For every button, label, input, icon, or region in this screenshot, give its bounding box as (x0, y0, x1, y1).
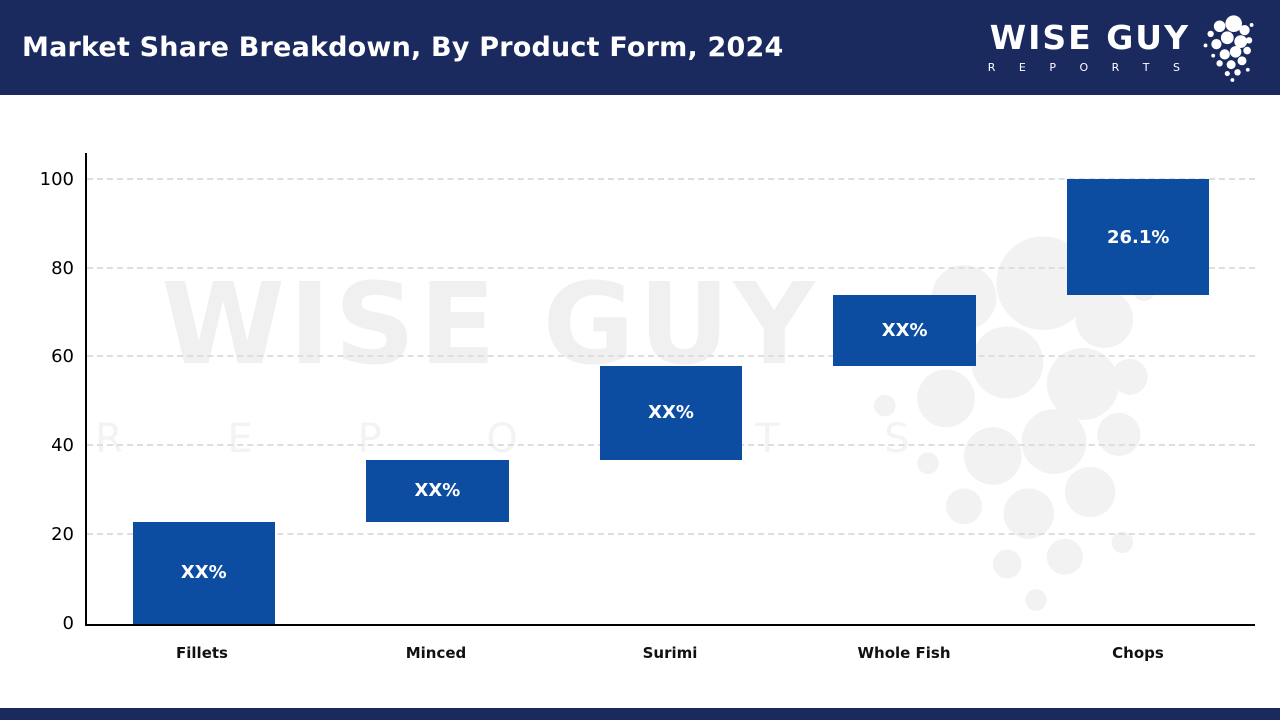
bar-value-label-surimi: XX% (648, 402, 694, 424)
logo-text: WISE GUY R E P O R T S (988, 21, 1190, 74)
gridline-60 (87, 355, 1255, 358)
logo-reports-text: R E P O R T S (987, 61, 1190, 74)
x-axis-label-fillets: Fillets (176, 644, 228, 662)
y-tick-label-40: 40 (51, 435, 74, 457)
x-axis: Fillets Minced Surimi Whole Fish Chops (85, 642, 1255, 672)
y-tick-label-0: 0 (62, 613, 74, 634)
logo-head-icon (1203, 14, 1254, 82)
bar-value-label-fillets: XX% (180, 562, 227, 584)
header: Market Share Breakdown, By Product Form,… (0, 0, 1280, 95)
x-axis-label-whole-fish: Whole Fish (857, 644, 951, 662)
y-tick-label-100: 100 (39, 168, 74, 190)
plot-area: 0 20 40 60 80 100 XX% XX% XX% XX% 26.1% (40, 153, 1255, 633)
y-tick-label-60: 60 (51, 346, 74, 368)
gridline-80 (87, 266, 1255, 269)
page-title: Market Share Breakdown, By Product Form,… (22, 32, 784, 63)
bar-value-label-whole-fish: XX% (881, 320, 928, 342)
footer-bar (0, 708, 1280, 720)
gridline-100 (87, 177, 1255, 180)
chart-area: WISE GUY R E P O R T S 0 20 40 60 80 100 XX% XX… (0, 95, 1280, 708)
x-axis-label-surimi: Surimi (642, 644, 698, 662)
bar-chops: 26.1% (1066, 179, 1210, 296)
gridline-20 (87, 533, 1255, 536)
x-axis-label-minced: Minced (405, 644, 467, 662)
logo-wiseguy-text: WISE GUY (989, 18, 1190, 57)
bar-minced: XX% (366, 459, 509, 522)
wiseguy-logo: WISE GUY R E P O R T S (988, 11, 1258, 85)
y-tick-label-20: 20 (51, 524, 74, 546)
x-axis-label-chops: Chops (1112, 644, 1164, 662)
bar-whole-fish: XX% (833, 295, 976, 367)
bar-surimi: XX% (599, 366, 743, 460)
bar-value-label-minced: XX% (414, 480, 461, 502)
bar-value-label-chops: 26.1% (1106, 226, 1170, 248)
bar-fillets: XX% (132, 521, 276, 624)
y-tick-label-80: 80 (51, 257, 74, 279)
